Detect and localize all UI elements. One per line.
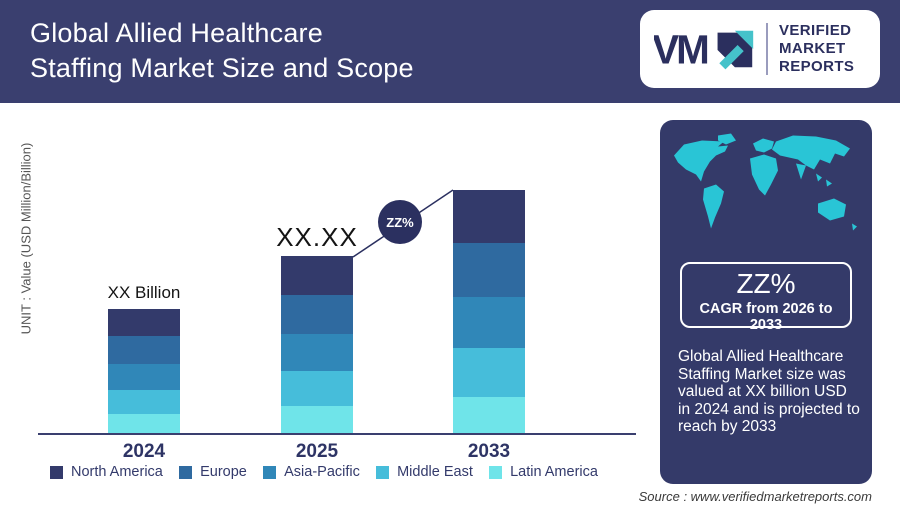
bar-segment [281,294,353,334]
legend-label: Asia-Pacific [284,464,360,480]
cagr-value: ZZ% [736,268,796,299]
page-title-line1: Global Allied Healthcare [30,18,323,48]
bar-segment [281,371,353,407]
header: Global Allied Healthcare Staffing Market… [0,0,900,103]
cagr-caption: CAGR from 2026 to 2033 [699,301,833,333]
market-description: Global Allied Healthcare Staffing Market… [678,348,860,435]
legend-item-latin-america: Latin America [489,464,598,480]
source-text: Source : www.verifiedmarketreports.com [638,489,872,504]
vmr-logo: VM VERIFIED MARKET REPORTS [640,10,880,88]
logo-name-line2: MARKET [779,40,846,57]
logo-divider [766,23,768,75]
logo-name-line1: VERIFIED [779,22,852,39]
x-tick-label: 2033 [467,441,511,462]
vmr-logo-icon: VM [654,26,754,72]
bar-segment [108,389,180,415]
legend-item-middle-east: Middle East [376,464,473,480]
legend-swatch [263,465,277,479]
bar-segment [108,363,180,390]
bar-segment [108,309,180,337]
bar-2033 [453,190,525,433]
legend-swatch [376,465,390,479]
bar-2024 [108,309,180,433]
world-map-icon [674,133,857,231]
growth-label: ZZ% [386,215,414,230]
legend-swatch [50,465,63,479]
legend-item-europe: Europe [179,464,247,480]
logo-name: VERIFIED MARKET REPORTS [779,22,854,76]
x-tick-label: 2024 [122,441,166,462]
legend: North America Europe Asia-Pacific Middle Ea… [50,464,598,480]
bar-value-label: XX Billion [107,283,181,302]
side-panel: ZZ% CAGR from 2026 to 2033 Global Allied… [660,120,872,484]
bar-segment [453,396,525,433]
legend-swatch [179,465,193,479]
y-axis-label: UNIT : Value (USD Million/Billion) [18,142,34,335]
logo-name-line3: REPORTS [779,58,855,75]
legend-label: Middle East [397,464,473,480]
bar-segment [453,296,525,348]
legend-label: Europe [200,464,247,480]
bar-segment [281,406,353,433]
bar-segment [453,243,525,297]
bar-2025 [281,256,353,433]
legend-label: Latin America [510,464,598,480]
bar-segment [281,256,353,295]
page-title-line2: Staffing Market Size and Scope [30,53,414,83]
x-axis-line [38,433,636,435]
bar-segment [453,190,525,244]
legend-item-asia-pacific: Asia-Pacific [263,464,360,480]
cagr-box: ZZ% CAGR from 2026 to 2033 [680,262,852,333]
bar-segment [108,414,180,433]
legend-swatch [489,465,503,479]
legend-item-north-america: North America [50,464,163,480]
bar-segment [108,336,180,364]
x-tick-label: 2025 [295,441,339,462]
bar-segment [281,333,353,372]
page-title: Global Allied Healthcare Staffing Market… [30,16,414,86]
bar-value-label: XX.XX [276,222,358,252]
bar-segment [453,347,525,397]
legend-label: North America [71,464,163,480]
logo-mark-letters: VM [654,26,707,72]
